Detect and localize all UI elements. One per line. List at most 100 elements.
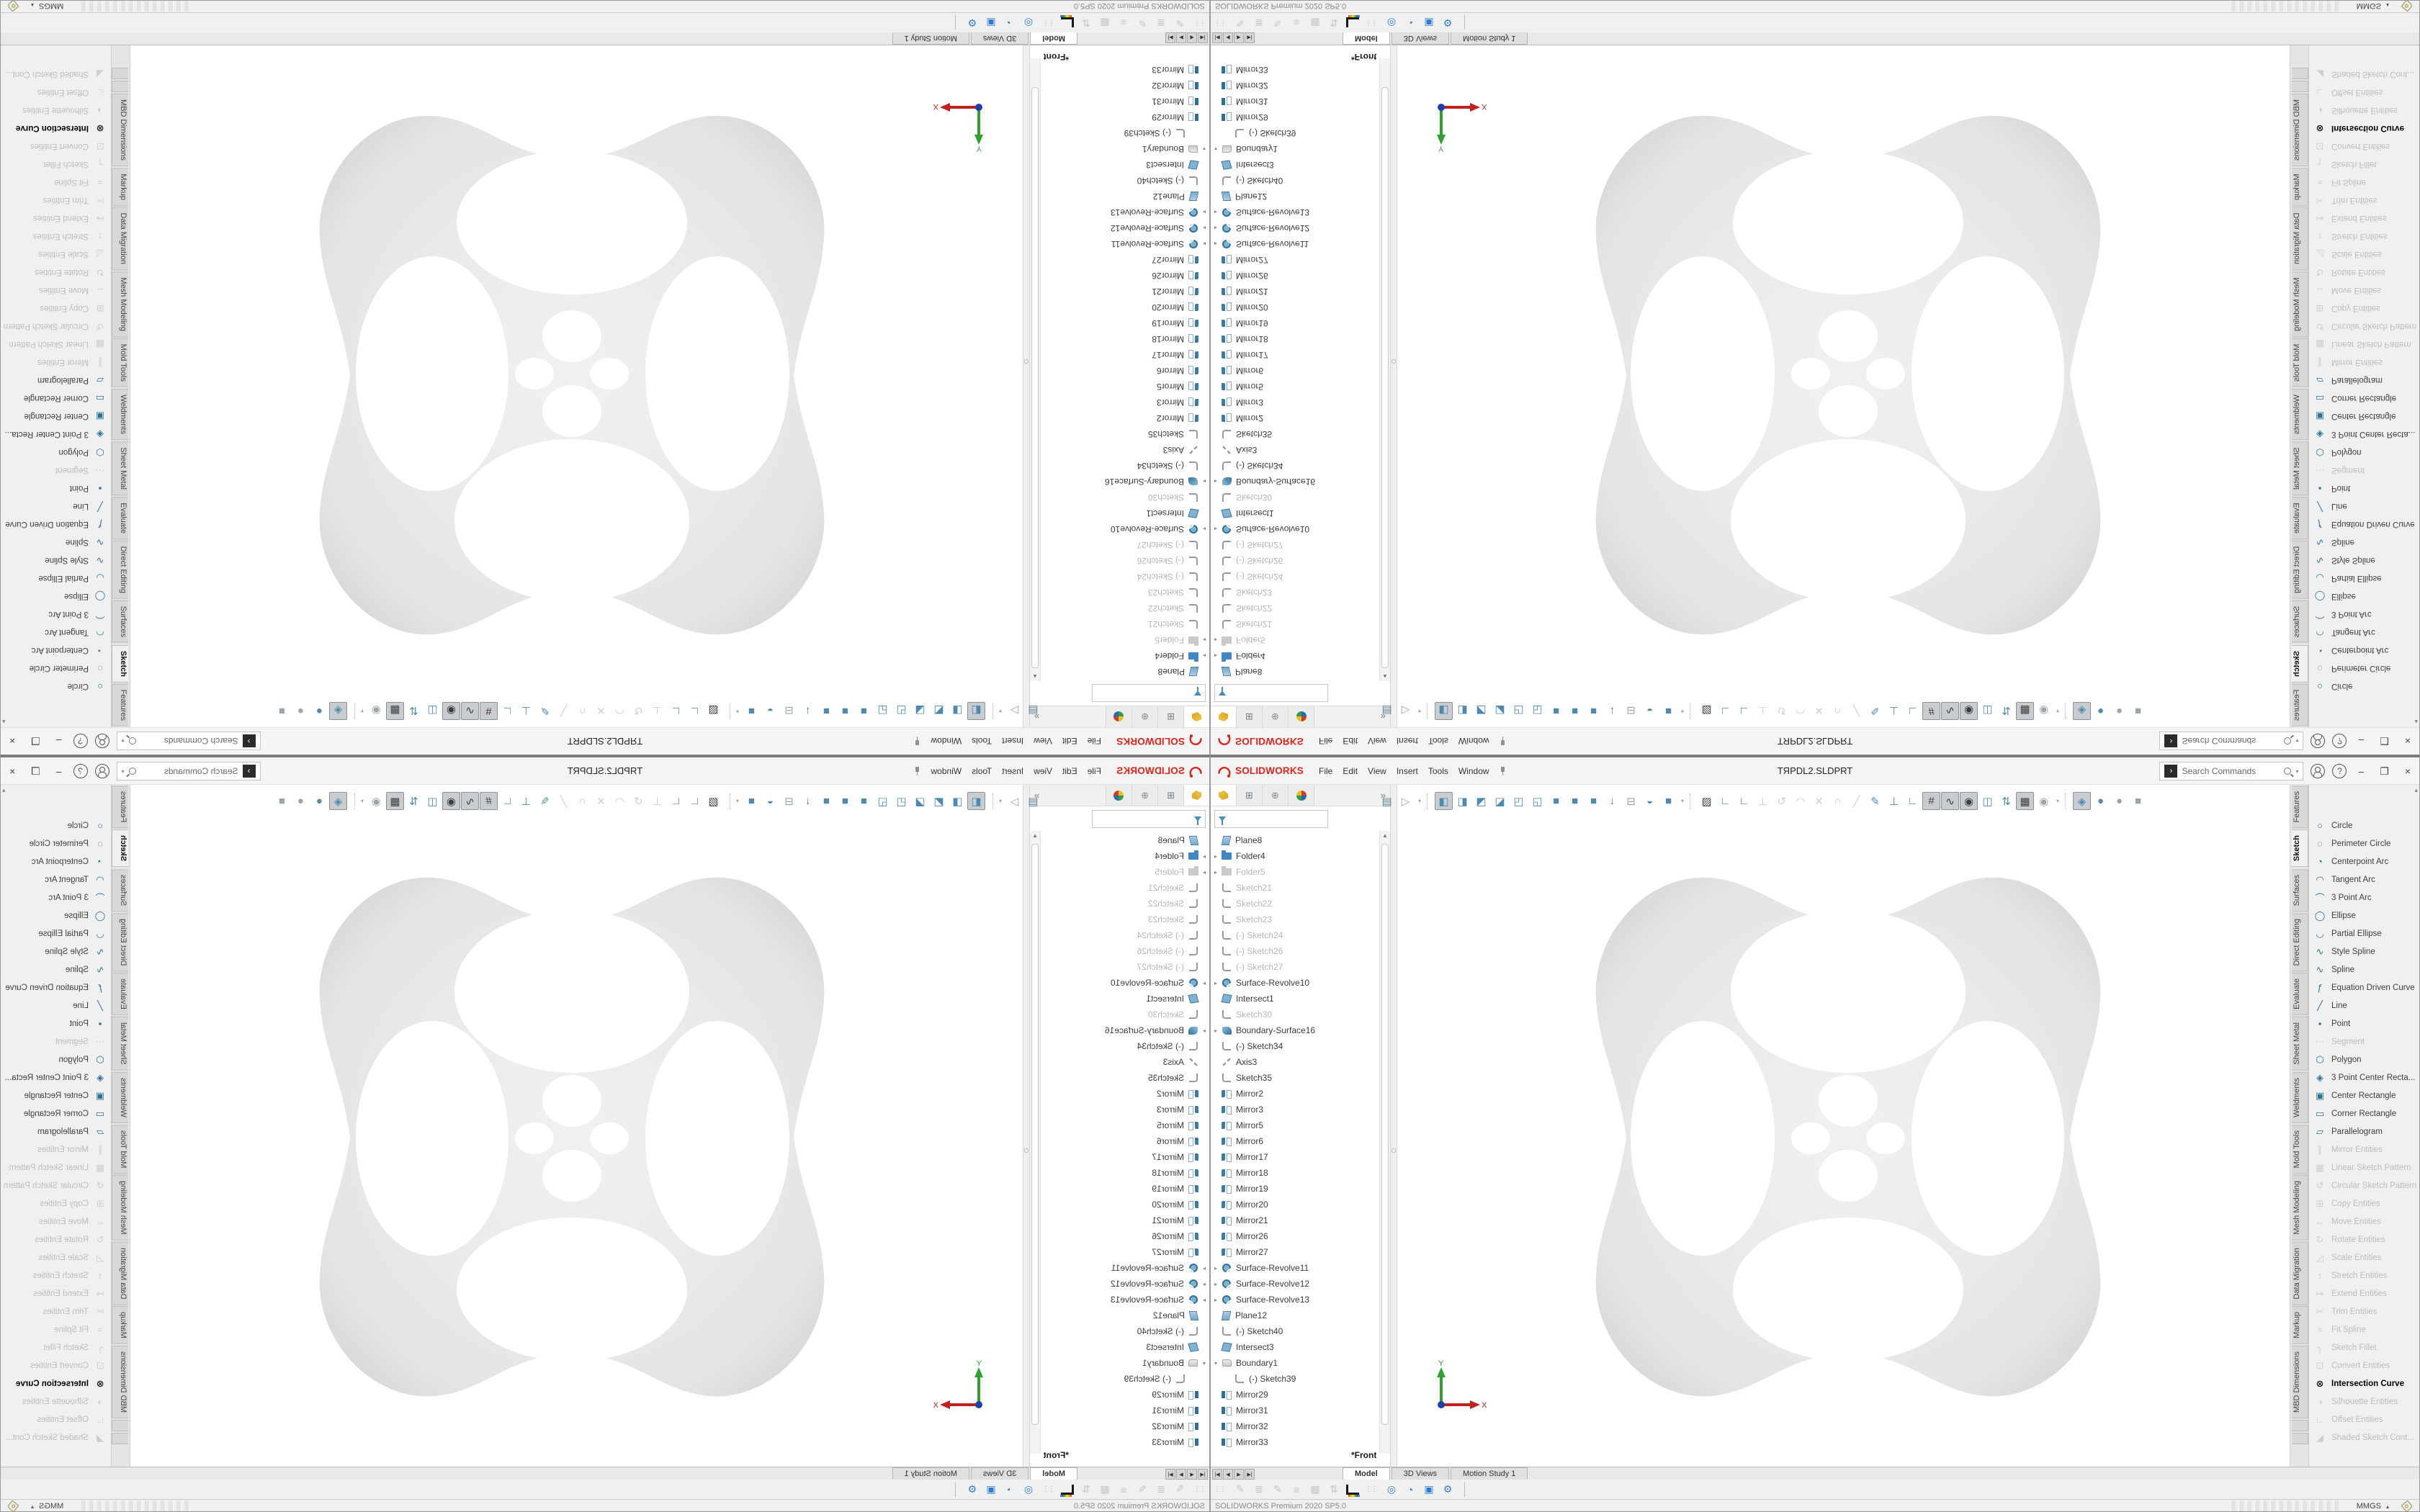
tree-item[interactable]: (-) Sketch24 (1211, 927, 1379, 943)
expand-icon[interactable]: ▸ (1203, 1296, 1206, 1303)
dropdown-caret[interactable]: ▾ (736, 708, 740, 714)
view-dimetric-icon[interactable]: ■ (1571, 795, 1579, 807)
tool-3-point-arc[interactable]: ⌒ 3 Point Arc (2309, 606, 2420, 624)
featuremanager-tree-tab[interactable] (1211, 706, 1237, 727)
expand-icon[interactable]: ▾ (1214, 1359, 1217, 1367)
tool-centerpoint-arc[interactable]: ◔ Centerpoint Arc (0, 642, 111, 660)
tree-item[interactable]: Sketch22 (1211, 896, 1379, 912)
menu-tools[interactable]: Tools (972, 736, 992, 747)
pin-icon[interactable] (1497, 766, 1507, 776)
cm-tab-direct-editing[interactable]: Direct Editing (112, 540, 128, 600)
tree-item[interactable]: ▸ Surface-Revolve10 (1041, 521, 1209, 537)
tree-item[interactable]: Axis3 (1041, 1054, 1209, 1070)
tree-item[interactable]: (-) Sketch26 (1041, 553, 1209, 569)
dropdown-caret[interactable]: ▾ (1417, 798, 1421, 804)
tree-item[interactable]: Sketch23 (1041, 912, 1209, 927)
menu-file[interactable]: File (1319, 765, 1333, 776)
tag-icon[interactable] (2401, 1500, 2414, 1511)
tree-item[interactable]: Mirror3 (1211, 395, 1379, 410)
expand-icon[interactable]: ▸ (1214, 1264, 1217, 1272)
drag-handle[interactable]: ⋮⋮ (1195, 1485, 1206, 1493)
tool-line[interactable]: ╱ Line (2309, 996, 2419, 1014)
hide-grid-icon[interactable]: ▦ (2016, 792, 2034, 810)
tool-point[interactable]: ▪ Point (0, 1014, 111, 1032)
tree-filter-input[interactable] (1214, 810, 1328, 828)
tool-polygon[interactable]: ⬡ Polygon (2309, 444, 2420, 462)
cm-tab-features[interactable]: Features (112, 683, 128, 726)
tree-item[interactable]: (-) Sketch40 (1041, 173, 1209, 189)
tree-item[interactable]: Mirror18 (1041, 331, 1209, 347)
tab-nav-button[interactable]: |◀ (1198, 32, 1208, 43)
sketch-grid-icon[interactable]: ∟ (689, 705, 700, 717)
zebra-stripes-icon[interactable]: ▨ (708, 704, 719, 717)
tree-item[interactable]: Sketch23 (1211, 585, 1379, 600)
tree-item[interactable]: Plane8 (1211, 832, 1379, 848)
cm-tab-stub[interactable] (112, 1419, 128, 1431)
hide-3d-sketch-icon[interactable]: # (1922, 702, 1940, 720)
tree-item[interactable]: (-) Sketch39 (1041, 1371, 1209, 1387)
cm-tab-sheet-metal[interactable]: Sheet Metal (2292, 441, 2308, 495)
expand-icon[interactable]: ▸ (1214, 652, 1217, 660)
tree-item[interactable]: Mirror29 (1041, 109, 1209, 125)
tree-item[interactable]: Mirror27 (1211, 1244, 1379, 1260)
tree-item[interactable]: Mirror5 (1211, 379, 1379, 395)
tree-item[interactable]: Mirror17 (1211, 1149, 1379, 1165)
tool-circle[interactable]: ○ Circle (2309, 816, 2419, 834)
hide-splines-icon[interactable]: ∿ (1941, 792, 1959, 810)
gray-sphere-icon[interactable]: ● (2115, 795, 2123, 807)
menu-edit[interactable]: Edit (1343, 765, 1358, 776)
tool-style-spline[interactable]: ∿ Style Spline (0, 552, 111, 570)
dropdown-caret[interactable]: ▾ (361, 708, 364, 714)
tree-item[interactable]: Plane8 (1041, 664, 1209, 680)
tree-item[interactable]: (-) Sketch40 (1041, 1323, 1209, 1339)
tree-item[interactable]: Mirror31 (1041, 1403, 1209, 1418)
tool-line[interactable]: ╱ Line (0, 498, 111, 516)
cm-tab-sheet-metal[interactable]: Sheet Metal (2292, 1017, 2308, 1071)
color-sketch-icon[interactable]: ✎ (1870, 704, 1880, 717)
search-input[interactable]: › Search Commands ▾ (2159, 762, 2304, 780)
menu-tools[interactable]: Tools (972, 765, 992, 776)
tool-3-point-center-recta-[interactable]: ◈ 3 Point Center Recta... (2309, 426, 2420, 444)
view-right-icon[interactable]: ◪ (915, 704, 926, 717)
section-view-icon[interactable]: ◒ (766, 705, 774, 717)
update-view-icon[interactable]: ⊟ (784, 795, 794, 808)
tree-filter-input[interactable] (1092, 684, 1206, 702)
drag-handle[interactable]: ⋮⋮ (1044, 19, 1055, 27)
cm-tab-surfaces[interactable]: Surfaces (112, 868, 128, 912)
tag-icon[interactable] (6, 1500, 19, 1512)
cm-tab-data-migration[interactable]: Data Migration (112, 207, 128, 271)
hide-planes-icon[interactable]: ◫ (1982, 795, 1993, 808)
user-icon[interactable] (94, 734, 109, 748)
tree-item[interactable]: Intersect3 (1041, 1339, 1209, 1355)
tree-item[interactable]: Mirror33 (1211, 1434, 1379, 1450)
view-left-icon[interactable]: ◩ (1476, 704, 1487, 717)
tree-item[interactable]: Sketch21 (1041, 880, 1209, 896)
normal-to-icon[interactable]: ↓ (1609, 795, 1615, 807)
expand-icon[interactable]: ▸ (1214, 240, 1217, 248)
minimize-button[interactable]: – (2358, 735, 2365, 747)
verify-icon[interactable]: ◎ (1023, 17, 1034, 29)
folder-check-icon[interactable]: ▣ (986, 1483, 996, 1495)
restore-button[interactable]: ❐ (31, 765, 40, 777)
display-style-icon[interactable]: ■ (1664, 705, 1672, 717)
tree-item[interactable]: (-) Sketch27 (1211, 537, 1379, 553)
cm-tab-mbd-dimensions[interactable]: MBD Dimensions (112, 94, 128, 167)
tree-item[interactable]: Mirror21 (1041, 284, 1209, 300)
menu-view[interactable]: View (1368, 765, 1386, 776)
doc-tab-3d-views[interactable]: 3D Views (970, 32, 1029, 45)
tree-item[interactable]: (-) Sketch39 (1041, 125, 1209, 141)
tree-item[interactable]: ▸ Folder4 (1211, 848, 1379, 864)
restore-button[interactable]: ❐ (2380, 735, 2389, 747)
shaded-sphere-icon[interactable]: ● (2097, 705, 2105, 717)
doc-tab-motion-study-1[interactable]: Motion Study 1 (1451, 32, 1528, 45)
displaymanager-tab[interactable] (1106, 785, 1131, 806)
search-caret-icon[interactable]: ▾ (121, 768, 125, 775)
cm-tab-mesh-modeling[interactable]: Mesh Modeling (112, 271, 128, 337)
tree-item[interactable]: (-) Sketch34 (1041, 458, 1209, 474)
chart-rainbow-icon[interactable] (1343, 1482, 1362, 1498)
menu-edit[interactable]: Edit (1343, 736, 1358, 747)
cm-tab-sketch[interactable]: Sketch (112, 829, 128, 868)
tool-style-spline[interactable]: ∿ Style Spline (2309, 552, 2420, 570)
view-back-icon[interactable]: ◨ (1457, 704, 1468, 717)
graphics-viewport[interactable]: Y X (130, 45, 1023, 727)
